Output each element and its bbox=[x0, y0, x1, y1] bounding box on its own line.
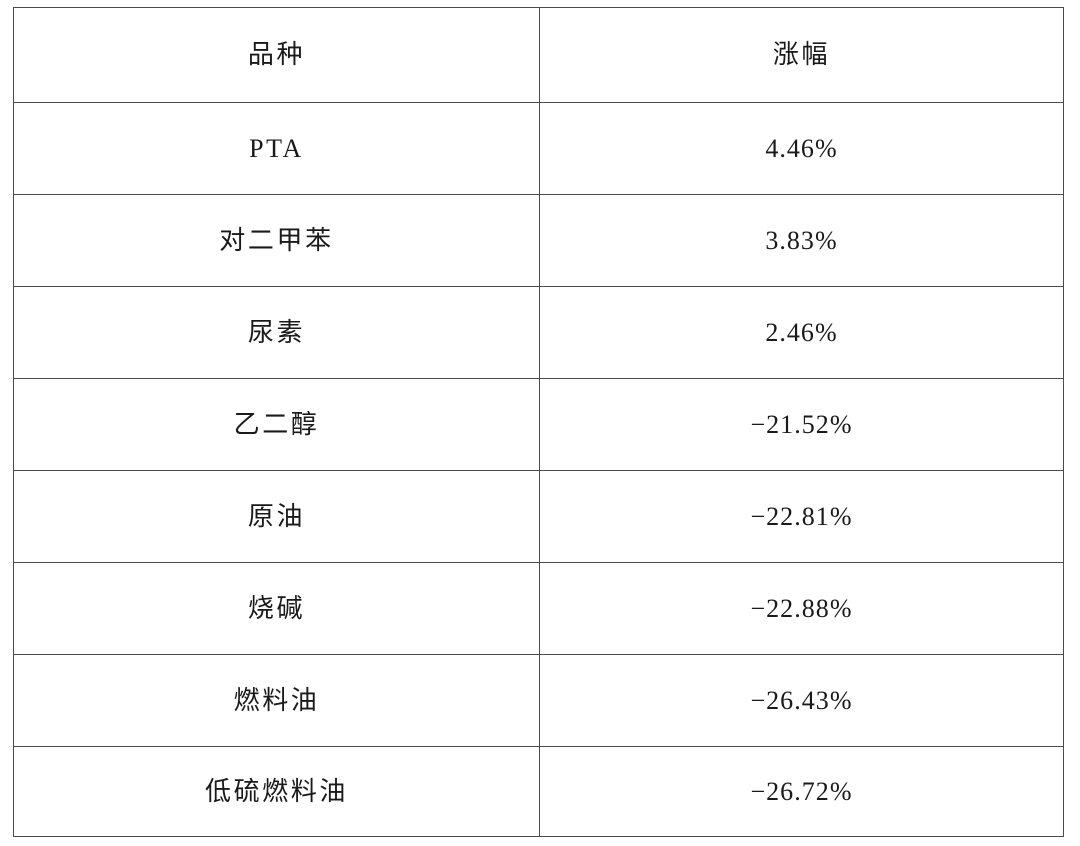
table-row: 尿素 2.46% bbox=[13, 286, 1064, 379]
variety-name-label: 尿素 bbox=[247, 317, 306, 347]
change-value-label: 2.46% bbox=[765, 317, 838, 347]
change-value-label: −22.81% bbox=[750, 501, 853, 531]
cell-change-value: −22.88% bbox=[539, 562, 1064, 655]
table-row: 燃料油 −26.43% bbox=[13, 654, 1064, 747]
table-row: 乙二醇 −21.52% bbox=[13, 378, 1064, 471]
column-header-name: 品种 bbox=[13, 7, 540, 103]
cell-variety-name: 乙二醇 bbox=[13, 378, 540, 471]
cell-change-value: 4.46% bbox=[539, 102, 1064, 195]
change-value-label: 3.83% bbox=[765, 225, 838, 255]
table-row: PTA 4.46% bbox=[13, 102, 1064, 195]
table-body: PTA 4.46% 对二甲苯 3.83% 尿素 bbox=[13, 102, 1064, 837]
variety-change-table: 品种 涨幅 PTA 4.46% bbox=[13, 7, 1064, 837]
cell-variety-name: 对二甲苯 bbox=[13, 194, 540, 287]
cell-change-value: −21.52% bbox=[539, 378, 1064, 471]
cell-variety-name: 烧碱 bbox=[13, 562, 540, 655]
table-container: 品种 涨幅 PTA 4.46% bbox=[13, 7, 1064, 837]
variety-name-label: 烧碱 bbox=[247, 593, 306, 623]
cell-change-value: −26.43% bbox=[539, 654, 1064, 747]
table-row: 烧碱 −22.88% bbox=[13, 562, 1064, 655]
table-header: 品种 涨幅 bbox=[13, 7, 1064, 103]
cell-variety-name: 原油 bbox=[13, 470, 540, 563]
variety-name-label: 燃料油 bbox=[233, 685, 320, 715]
change-value-label: −21.52% bbox=[750, 409, 853, 439]
cell-variety-name: PTA bbox=[13, 102, 540, 195]
cell-variety-name: 尿素 bbox=[13, 286, 540, 379]
cell-variety-name: 低硫燃料油 bbox=[13, 746, 540, 837]
change-value-label: −26.43% bbox=[750, 685, 853, 715]
cell-variety-name: 燃料油 bbox=[13, 654, 540, 747]
change-value-label: −22.88% bbox=[750, 593, 853, 623]
cell-change-value: −26.72% bbox=[539, 746, 1064, 837]
variety-name-label: 对二甲苯 bbox=[219, 225, 334, 255]
change-value-label: 4.46% bbox=[765, 133, 838, 163]
cell-change-value: 3.83% bbox=[539, 194, 1064, 287]
variety-name-label: PTA bbox=[249, 133, 304, 163]
column-header-change: 涨幅 bbox=[539, 7, 1064, 103]
variety-name-label: 低硫燃料油 bbox=[204, 776, 348, 806]
column-header-change-label: 涨幅 bbox=[772, 40, 831, 70]
table-row: 低硫燃料油 −26.72% bbox=[13, 746, 1064, 837]
variety-name-label: 原油 bbox=[247, 501, 306, 531]
change-value-label: −26.72% bbox=[750, 776, 853, 806]
cell-change-value: −22.81% bbox=[539, 470, 1064, 563]
table-row: 对二甲苯 3.83% bbox=[13, 194, 1064, 287]
table-row: 原油 −22.81% bbox=[13, 470, 1064, 563]
cell-change-value: 2.46% bbox=[539, 286, 1064, 379]
table-header-row: 品种 涨幅 bbox=[13, 7, 1064, 103]
variety-name-label: 乙二醇 bbox=[233, 409, 320, 439]
column-header-name-label: 品种 bbox=[247, 40, 306, 70]
